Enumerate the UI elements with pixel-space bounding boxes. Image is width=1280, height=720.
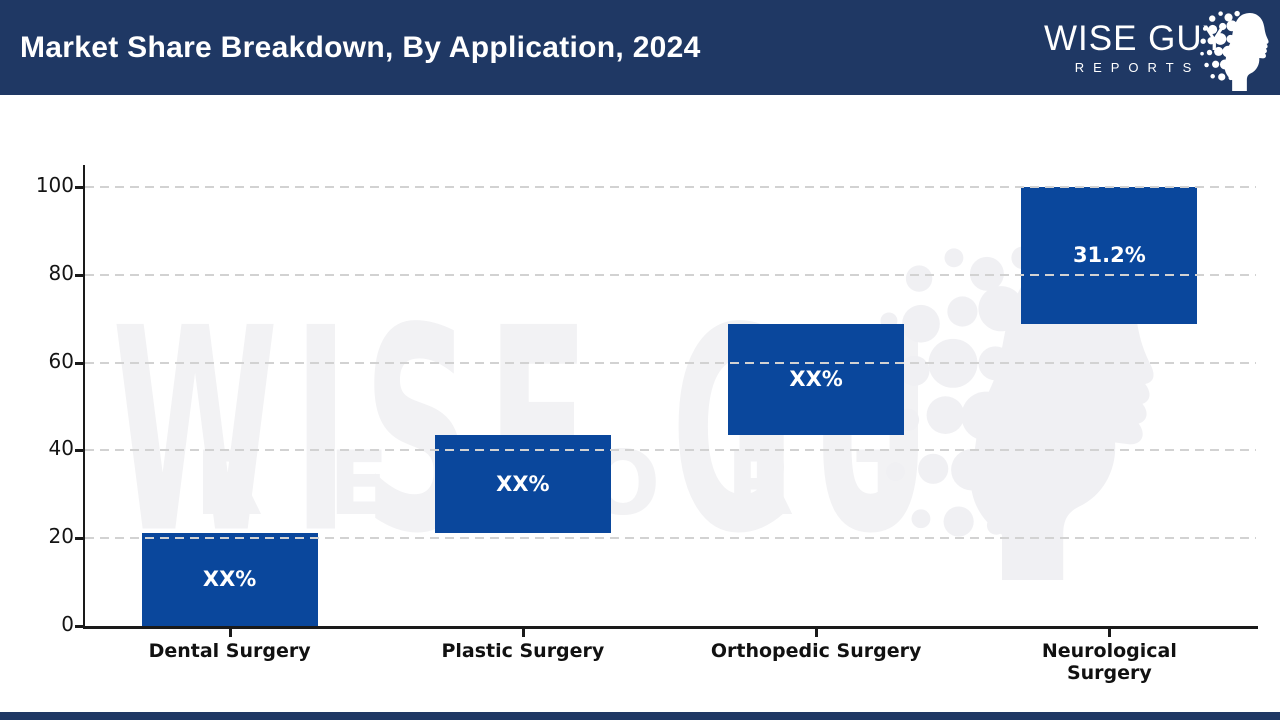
x-category-label: Dental Surgery <box>148 640 311 662</box>
y-tick-label: 60 <box>48 348 74 373</box>
y-tick-label: 40 <box>48 436 74 461</box>
bar-value-label: XX% <box>496 471 550 496</box>
gridline <box>85 537 1256 540</box>
bar-value-label: XX% <box>202 567 257 592</box>
wiseguy-logo-line2: REPORTS <box>1074 60 1201 75</box>
gridline <box>85 186 1256 188</box>
x-tick-mark <box>815 629 819 637</box>
y-tick-mark <box>75 273 83 277</box>
watermark-reports-text: REPORTS <box>195 432 1112 535</box>
x-category-label: Neurological Surgery <box>1041 640 1177 684</box>
x-tick-mark <box>1108 629 1112 637</box>
wiseguy-logo: WISE GUY REPORTS <box>1008 0 1276 95</box>
y-tick-mark <box>75 537 83 541</box>
y-tick-label: 0 <box>61 612 74 636</box>
bar-segment: XX% <box>141 532 318 626</box>
header-banner: Market Share Breakdown, By Application, … <box>0 0 1280 95</box>
y-tick-label: 20 <box>48 524 74 549</box>
x-axis-line <box>83 626 1258 629</box>
y-tick-mark <box>75 449 83 453</box>
gridline <box>85 273 1256 276</box>
bar-value-label: XX% <box>789 367 843 392</box>
wiseguy-head-icon <box>1200 10 1269 91</box>
y-tick-mark <box>75 625 83 628</box>
bar-segment: XX% <box>728 323 905 435</box>
y-axis-line <box>83 165 85 629</box>
gridline <box>85 449 1256 452</box>
x-category-label: Plastic Surgery <box>441 640 605 662</box>
wiseguy-logo-text: WISE GUY REPORTS <box>1044 21 1227 75</box>
bar-segment: 31.2% <box>1021 187 1198 324</box>
x-category-label: Orthopedic Surgery <box>710 640 922 662</box>
y-tick-label: 80 <box>48 260 74 285</box>
wiseguy-logo-line1: WISE GUY <box>1044 19 1228 58</box>
y-tick-label: 100 <box>35 173 74 197</box>
footer-bar <box>0 712 1280 720</box>
y-tick-mark <box>75 361 83 365</box>
gridline <box>85 361 1256 364</box>
bar-value-label: 31.2% <box>1072 243 1146 268</box>
page-title: Market Share Breakdown, By Application, … <box>20 30 701 64</box>
y-tick-mark <box>75 186 83 189</box>
x-tick-mark <box>228 629 232 637</box>
x-tick-mark <box>521 629 525 637</box>
